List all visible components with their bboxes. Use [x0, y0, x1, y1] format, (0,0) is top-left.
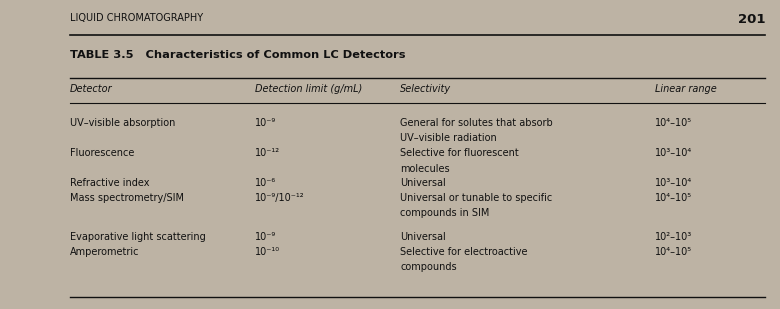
Text: Selectivity: Selectivity — [400, 84, 451, 94]
Text: UV–visible absorption: UV–visible absorption — [70, 118, 176, 128]
Text: 10⁴–10⁵: 10⁴–10⁵ — [655, 118, 692, 128]
Text: Fluorescence: Fluorescence — [70, 148, 134, 158]
Text: General for solutes that absorb: General for solutes that absorb — [400, 118, 553, 128]
Text: TABLE 3.5   Characteristics of Common LC Detectors: TABLE 3.5 Characteristics of Common LC D… — [70, 50, 406, 60]
Text: 10³–10⁴: 10³–10⁴ — [655, 178, 693, 188]
Text: 10⁻⁹/10⁻¹²: 10⁻⁹/10⁻¹² — [255, 193, 305, 203]
Text: 10⁻¹²: 10⁻¹² — [255, 148, 280, 158]
Text: Selective for electroactive: Selective for electroactive — [400, 247, 527, 257]
Text: 201: 201 — [738, 13, 765, 26]
Text: Amperometric: Amperometric — [70, 247, 140, 257]
Text: UV–visible radiation: UV–visible radiation — [400, 133, 497, 143]
Text: 10⁻¹⁰: 10⁻¹⁰ — [255, 247, 280, 257]
Text: Universal: Universal — [400, 178, 445, 188]
Text: Universal or tunable to specific: Universal or tunable to specific — [400, 193, 552, 203]
Text: 10³–10⁴: 10³–10⁴ — [655, 148, 693, 158]
Text: Selective for fluorescent: Selective for fluorescent — [400, 148, 519, 158]
Text: 10²–10³: 10²–10³ — [655, 232, 693, 242]
Text: 10⁻⁹: 10⁻⁹ — [255, 232, 276, 242]
Text: molecules: molecules — [400, 163, 449, 173]
Text: Universal: Universal — [400, 232, 445, 242]
Text: 10⁴–10⁵: 10⁴–10⁵ — [655, 247, 692, 257]
Text: Linear range: Linear range — [655, 84, 717, 94]
Text: compounds: compounds — [400, 263, 456, 273]
Text: LIQUID CHROMATOGRAPHY: LIQUID CHROMATOGRAPHY — [70, 13, 203, 23]
Text: Detection limit (g/mL): Detection limit (g/mL) — [255, 84, 362, 94]
Text: Detector: Detector — [70, 84, 112, 94]
Text: 10⁴–10⁵: 10⁴–10⁵ — [655, 193, 692, 203]
Text: Evaporative light scattering: Evaporative light scattering — [70, 232, 206, 242]
Text: Refractive index: Refractive index — [70, 178, 150, 188]
Text: compounds in SIM: compounds in SIM — [400, 209, 489, 218]
Text: 10⁻⁶: 10⁻⁶ — [255, 178, 276, 188]
Text: 10⁻⁹: 10⁻⁹ — [255, 118, 276, 128]
Text: Mass spectrometry/SIM: Mass spectrometry/SIM — [70, 193, 184, 203]
